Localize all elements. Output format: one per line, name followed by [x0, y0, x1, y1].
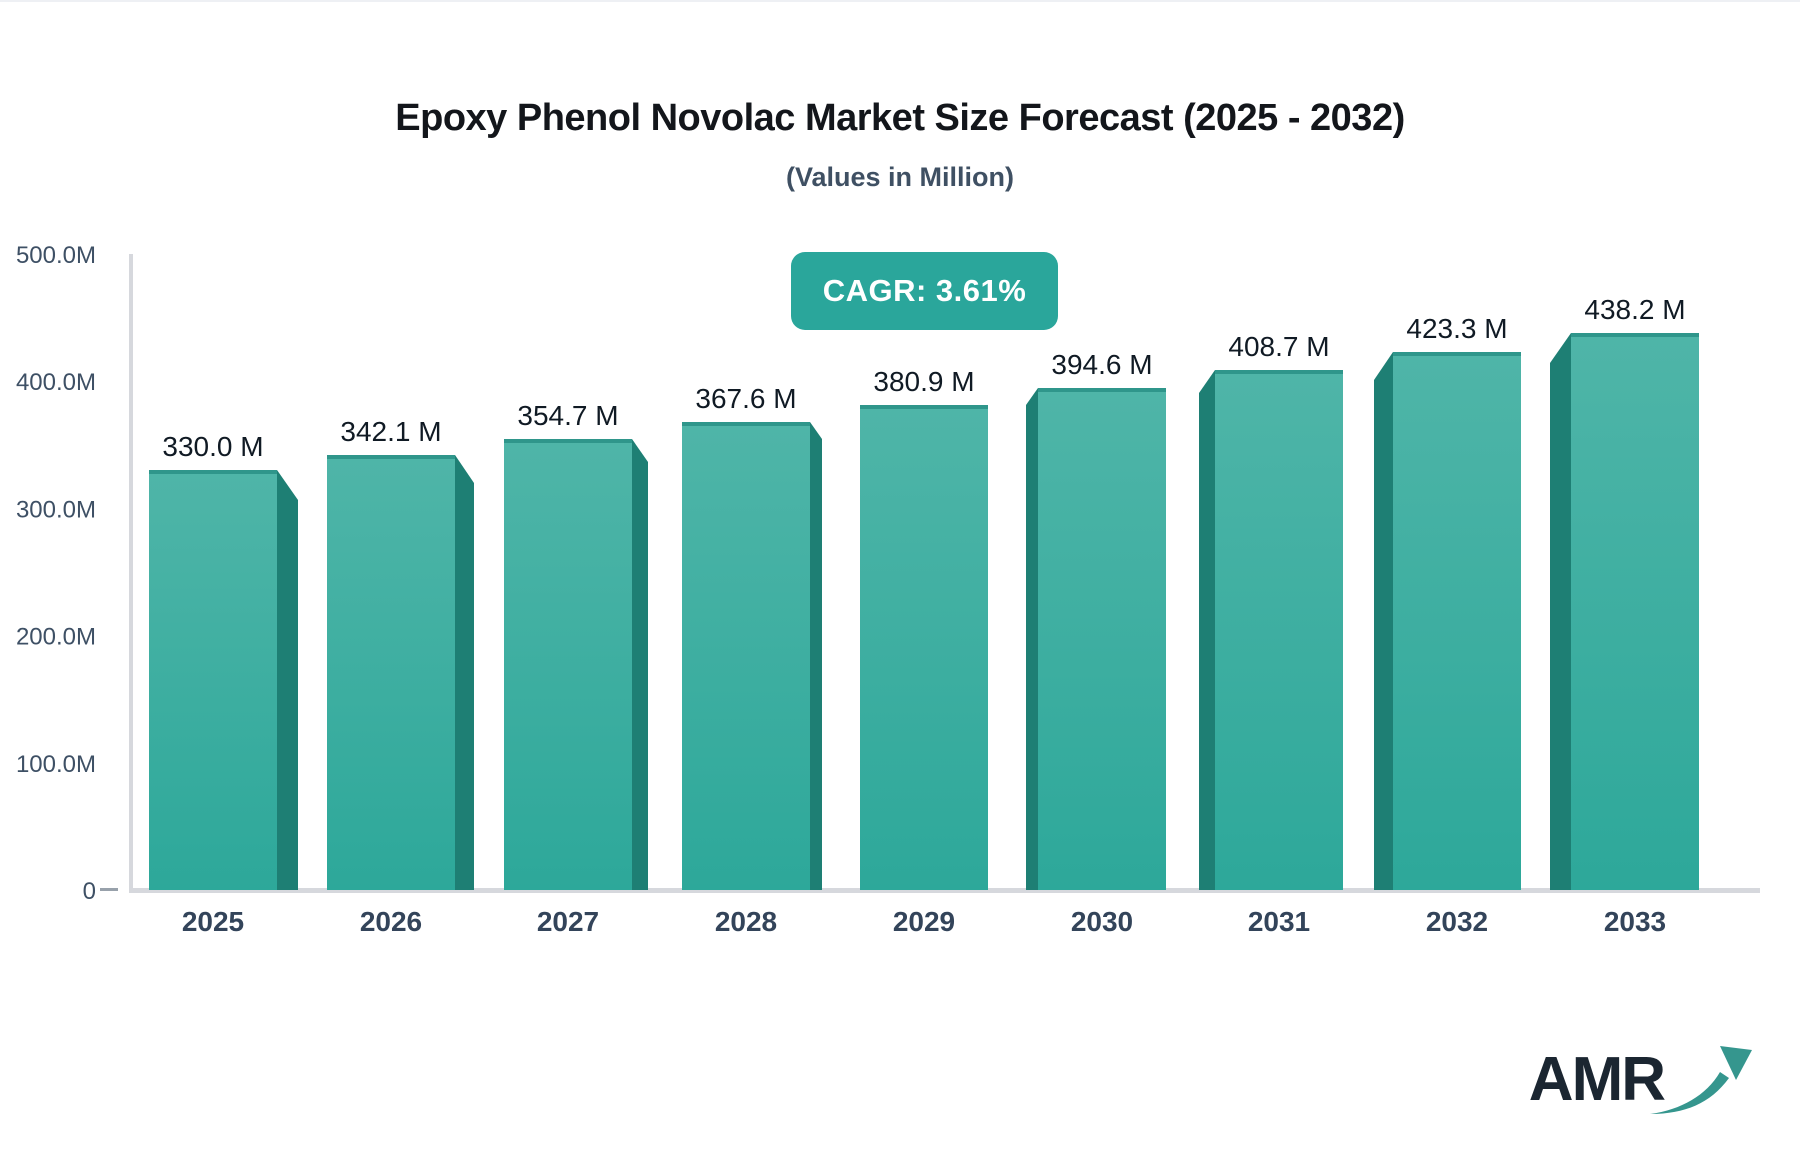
bar-value-label-2025: 330.0 M — [162, 431, 263, 462]
bar-side-2027 — [632, 439, 648, 890]
x-tick-label-2033: 2033 — [1604, 906, 1666, 937]
y-tick-label-100.0M: 100.0M — [16, 751, 96, 778]
x-tick-label-2026: 2026 — [360, 906, 422, 937]
bar-side-2033 — [1550, 333, 1571, 890]
amr-logo-text: AMR — [1528, 1045, 1666, 1114]
bar-side-2031 — [1199, 370, 1215, 890]
x-tick-label-2032: 2032 — [1426, 906, 1488, 937]
x-tick-label-2031: 2031 — [1248, 906, 1310, 937]
chart-subtitle: (Values in Million) — [785, 162, 1015, 192]
amr-logo: AMR — [1529, 1038, 1754, 1122]
bar-side-2026 — [455, 455, 474, 890]
x-axis-line — [131, 888, 1760, 893]
y-tick-label-400.0M: 400.0M — [16, 369, 96, 396]
bar-2028 — [682, 422, 810, 890]
y-tick-label-0: 0 — [83, 878, 96, 905]
x-tick-label-2030: 2030 — [1071, 906, 1133, 937]
bar-top-edge-2027 — [504, 439, 632, 443]
x-tick-label-2027: 2027 — [537, 906, 599, 937]
bar-value-label-2030: 394.6 M — [1051, 349, 1152, 380]
bar-2031 — [1215, 370, 1343, 890]
bar-top-edge-2029 — [860, 405, 988, 409]
bar-value-label-2032: 423.3 M — [1406, 313, 1507, 344]
bar-side-2030 — [1026, 388, 1038, 890]
bar-value-label-2029: 380.9 M — [873, 366, 974, 397]
bar-2030 — [1038, 388, 1166, 890]
bar-2033 — [1571, 333, 1699, 890]
bar-value-label-2026: 342.1 M — [340, 416, 441, 447]
bar-side-2025 — [277, 470, 298, 890]
bar-top-edge-2025 — [149, 470, 277, 474]
x-tick-label-2025: 2025 — [182, 906, 244, 937]
y-tick-label-200.0M: 200.0M — [16, 624, 96, 651]
y-axis-line — [129, 254, 133, 893]
bar-value-label-2033: 438.2 M — [1584, 294, 1685, 325]
bar-top-edge-2033 — [1571, 333, 1699, 337]
amr-logo-arrow-icon — [1650, 1046, 1752, 1114]
bar-2029 — [860, 405, 988, 890]
bar-top-edge-2030 — [1038, 388, 1166, 392]
y-tick-label-500.0M: 500.0M — [16, 242, 96, 269]
zero-tick-mark — [100, 888, 118, 891]
bar-side-2028 — [810, 422, 822, 890]
bar-2025 — [149, 470, 277, 890]
chart-title: Epoxy Phenol Novolac Market Size Forecas… — [395, 97, 1405, 139]
bar-2026 — [327, 455, 455, 890]
cagr-badge-label: CAGR: 3.61% — [822, 273, 1027, 308]
bar-top-edge-2028 — [682, 422, 810, 426]
bar-value-label-2028: 367.6 M — [695, 383, 796, 414]
cagr-badge: CAGR: 3.61% — [791, 252, 1058, 330]
bar-2032 — [1393, 352, 1521, 890]
y-tick-label-300.0M: 300.0M — [16, 496, 96, 523]
x-tick-label-2028: 2028 — [715, 906, 777, 937]
bar-top-edge-2026 — [327, 455, 455, 459]
x-tick-label-2029: 2029 — [893, 906, 955, 937]
bar-value-label-2031: 408.7 M — [1228, 331, 1329, 362]
bar-top-edge-2032 — [1393, 352, 1521, 356]
bar-value-label-2027: 354.7 M — [517, 400, 618, 431]
bar-2027 — [504, 439, 632, 890]
bar-side-2032 — [1374, 352, 1393, 890]
bar-top-edge-2031 — [1215, 370, 1343, 374]
